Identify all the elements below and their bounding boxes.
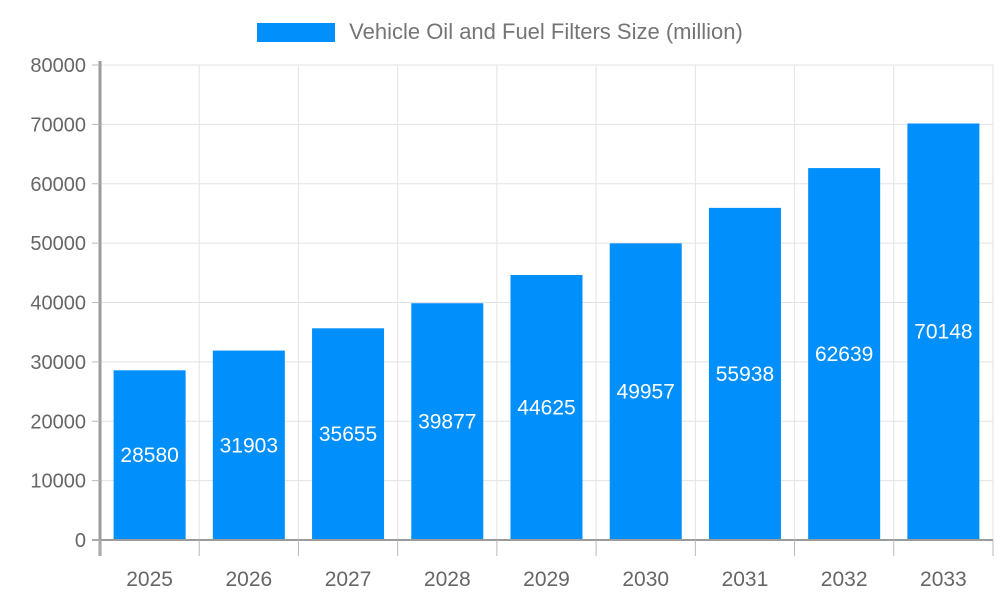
bar-2031[interactable] [708, 207, 781, 541]
y-tick-label: 20000 [30, 411, 86, 433]
x-tick-label: 2029 [523, 568, 570, 591]
legend-marker [257, 22, 336, 42]
bar-value-label: 39877 [418, 411, 476, 434]
bar-2029[interactable] [510, 275, 583, 540]
bar-2025[interactable] [113, 370, 186, 540]
y-tick-label: 0 [75, 530, 86, 552]
bar-value-label: 31903 [220, 434, 278, 457]
x-tick-label: 2027 [325, 568, 372, 591]
y-tick-label: 10000 [30, 471, 86, 493]
x-tick-label: 2032 [821, 568, 868, 591]
bar-2026[interactable] [212, 350, 285, 540]
legend: Vehicle Oil and Fuel Filters Size (milli… [0, 21, 1000, 43]
y-tick-label: 30000 [30, 352, 86, 374]
y-tick-label: 70000 [30, 114, 86, 136]
bar-value-label: 55938 [716, 363, 774, 386]
bar-2030[interactable] [609, 243, 682, 540]
bar-value-label: 44625 [517, 397, 575, 420]
x-tick-label: 2028 [424, 568, 471, 591]
bar-value-label: 62639 [815, 343, 873, 366]
y-tick-label: 80000 [30, 55, 86, 77]
x-tick-label: 2031 [722, 568, 769, 591]
bar-2033[interactable] [907, 123, 980, 540]
bar-2027[interactable] [312, 328, 385, 540]
bar-2028[interactable] [411, 303, 484, 540]
y-tick-label: 60000 [30, 174, 86, 196]
bar-2032[interactable] [808, 168, 881, 540]
y-tick-label: 50000 [30, 233, 86, 255]
legend-item[interactable]: Vehicle Oil and Fuel Filters Size (milli… [257, 21, 743, 43]
legend-label: Vehicle Oil and Fuel Filters Size (milli… [349, 19, 743, 44]
x-tick-label: 2033 [920, 568, 967, 591]
bar-value-label: 49957 [617, 381, 675, 404]
x-tick-label: 2025 [126, 568, 173, 591]
x-tick-label: 2030 [622, 568, 669, 591]
bar-value-label: 28580 [120, 444, 178, 467]
y-tick-label: 40000 [30, 293, 86, 315]
bar-value-label: 70148 [914, 321, 972, 344]
bar-value-label: 35655 [319, 423, 377, 446]
x-tick-label: 2026 [225, 568, 272, 591]
